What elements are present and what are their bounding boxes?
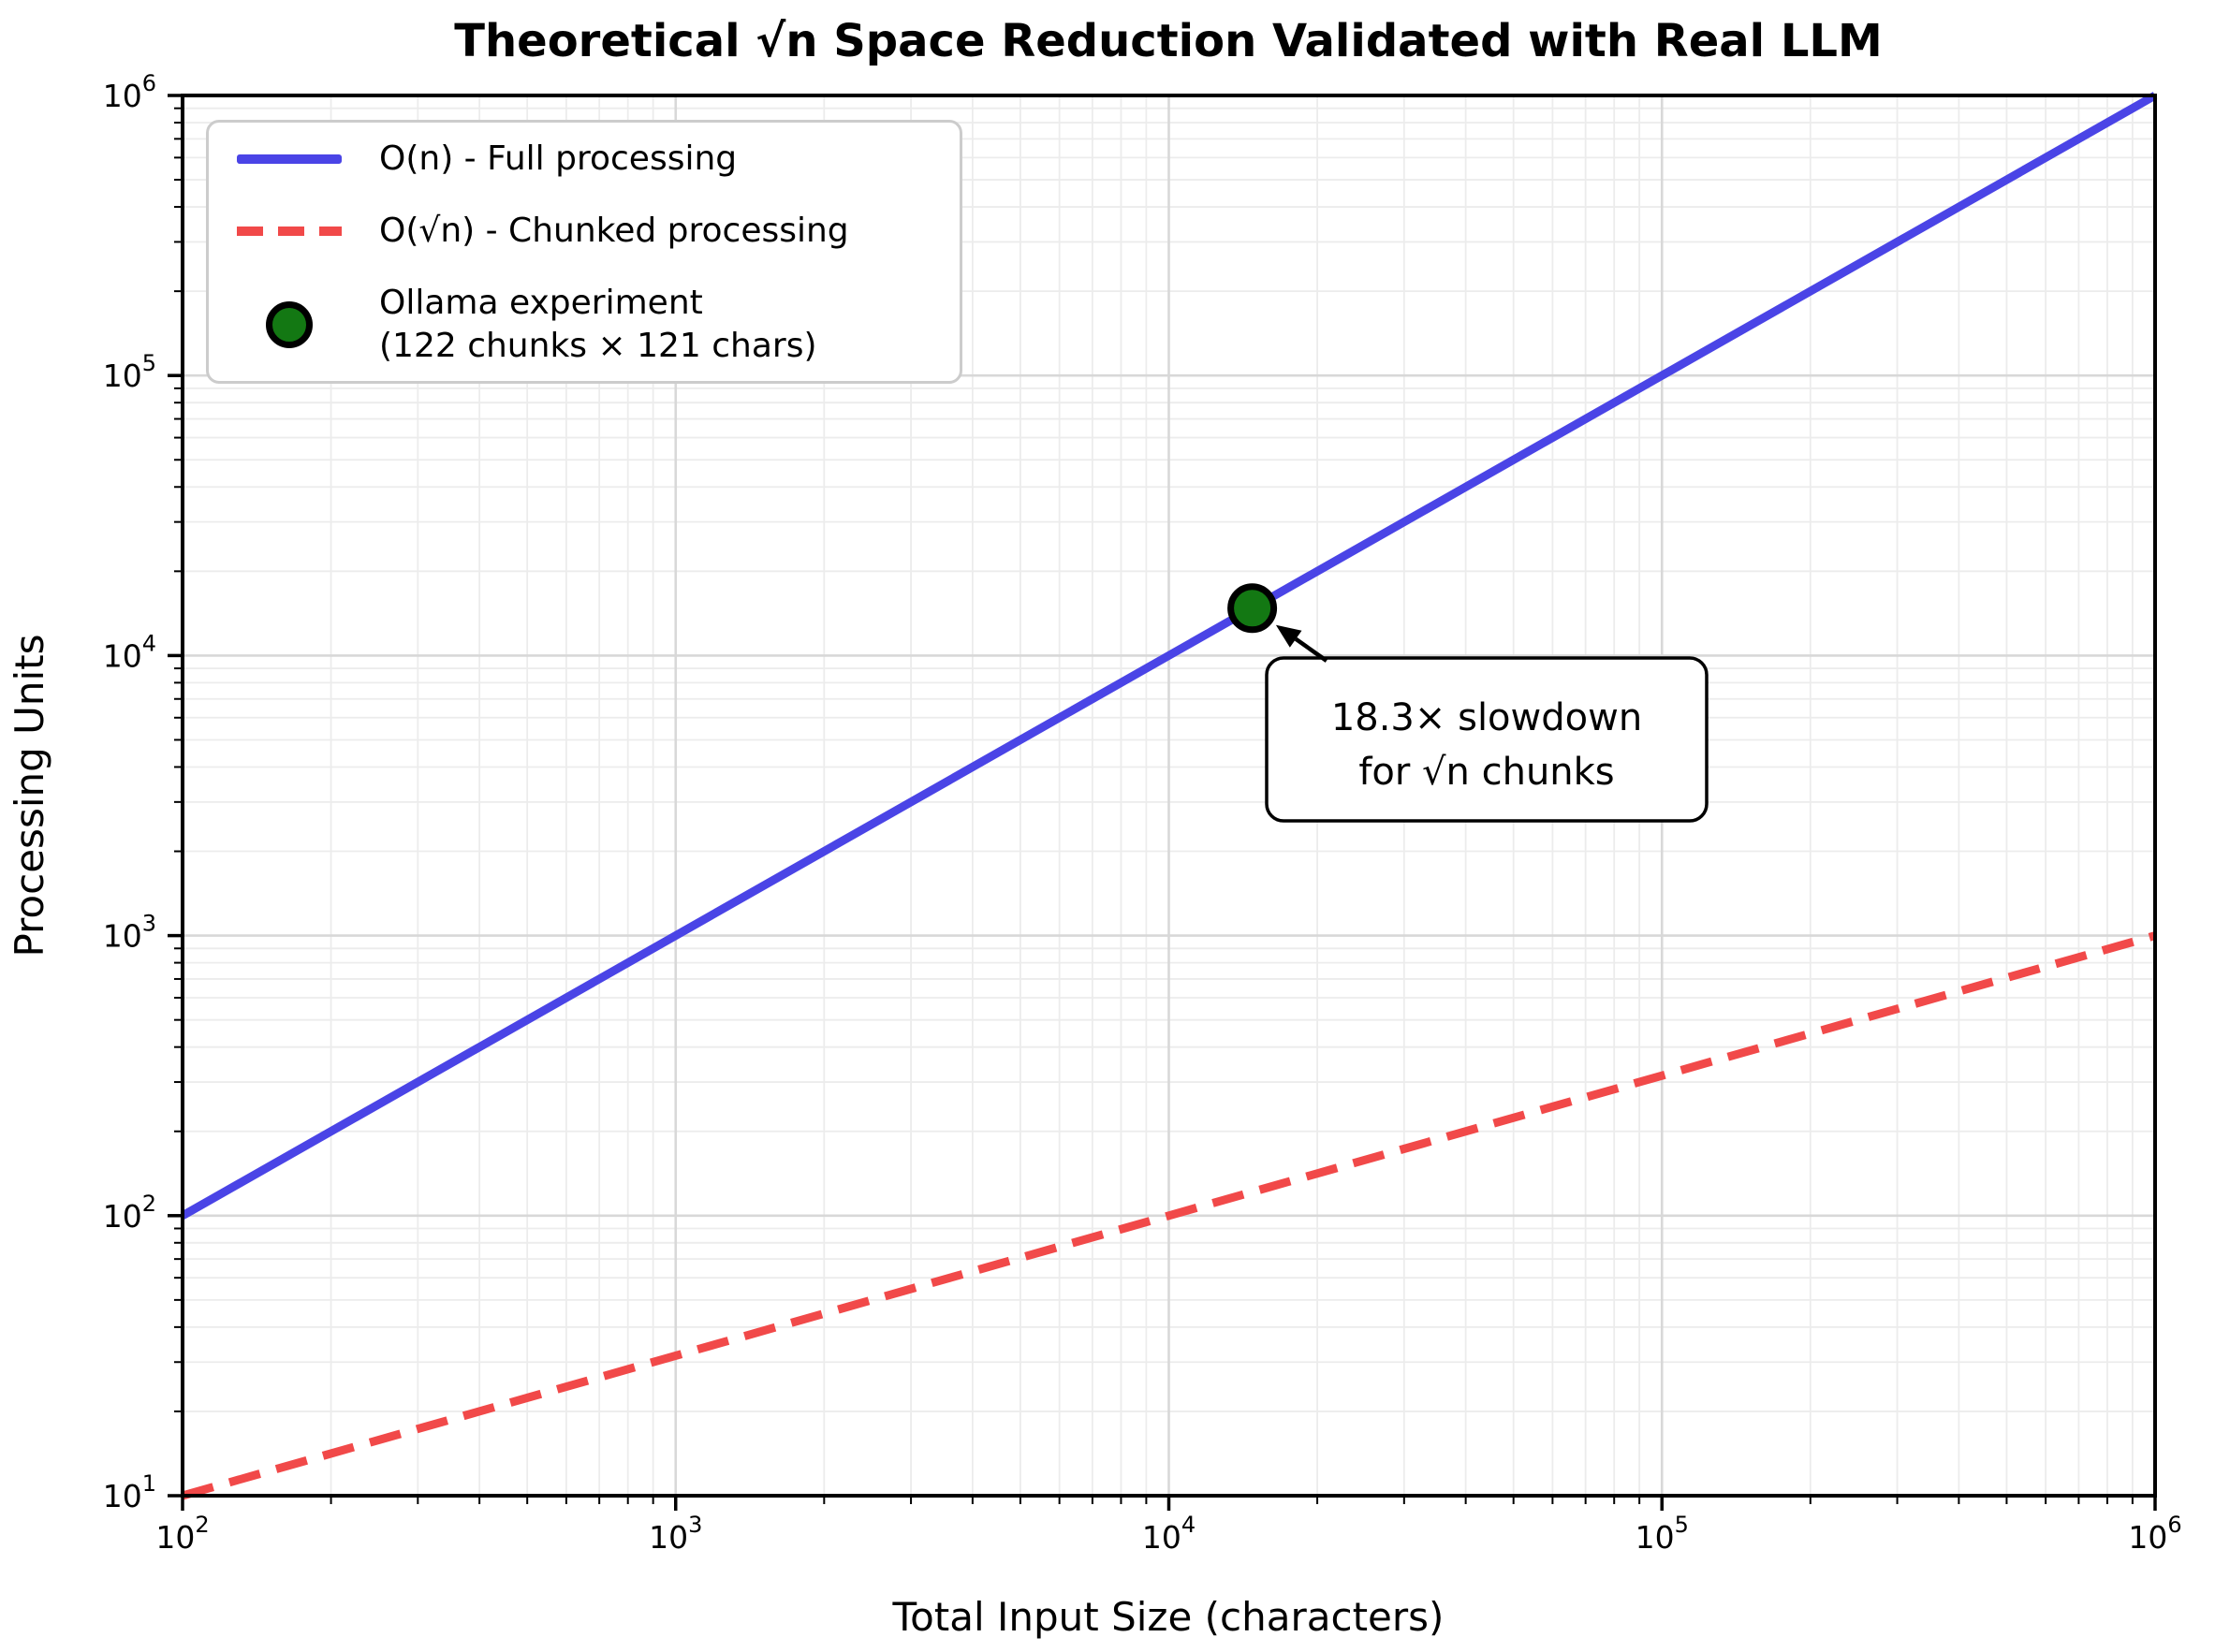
tick-exponent: 3: [142, 911, 156, 937]
y-tick-label: 104: [103, 630, 156, 674]
tick-exponent: 2: [142, 1191, 156, 1217]
legend-swatch-marker: [237, 300, 342, 348]
annotation-line-1: 18.3× slowdown: [1331, 696, 1642, 739]
legend-item-ollama-experiment: Ollama experiment (122 chunks × 121 chars…: [237, 282, 935, 368]
y-tick-label: 103: [103, 911, 156, 955]
solid-line-icon: [237, 154, 342, 165]
tick-exponent: 1: [142, 1470, 156, 1497]
x-tick-label: 104: [1142, 1512, 1196, 1556]
legend-label-chunked-processing: O(√n) - Chunked processing: [379, 211, 849, 250]
legend-label-ollama-experiment: Ollama experiment (122 chunks × 121 chars…: [379, 282, 817, 368]
tick-exponent: 6: [2167, 1512, 2181, 1538]
legend-swatch-dashed-line: [237, 226, 342, 236]
tick-exponent: 4: [1181, 1512, 1196, 1538]
legend: O(n) - Full processing O(√n) - Chunked p…: [206, 120, 962, 384]
chart-title: Theoretical √n Space Reduction Validated…: [454, 15, 1883, 67]
y-tick-label: 102: [103, 1191, 156, 1235]
y-tick-label: 106: [103, 70, 156, 114]
series-line-1: [181, 931, 2157, 1500]
x-tick-label: 103: [649, 1512, 702, 1556]
legend-swatch-solid-line: [237, 154, 342, 165]
annotation-arrow-shaft: [1294, 636, 1328, 663]
dashed-line-icon: [237, 226, 342, 236]
tick-exponent: 6: [142, 70, 156, 96]
x-axis-label: Total Input Size (characters): [892, 1594, 1445, 1640]
y-tick-label: 101: [103, 1470, 156, 1514]
legend-item-full-processing: O(n) - Full processing: [237, 138, 935, 181]
annotation-arrow-head: [1275, 624, 1302, 648]
tick-exponent: 2: [195, 1512, 209, 1538]
tick-exponent: 3: [688, 1512, 702, 1538]
legend-label-experiment-line1: Ollama experiment: [379, 283, 703, 322]
annotation-line-2: for √n chunks: [1358, 751, 1614, 794]
x-tick-label: 105: [1636, 1512, 1689, 1556]
annotation-callout: [1265, 624, 1709, 823]
x-tick-label: 102: [155, 1512, 209, 1556]
y-tick-label: 105: [103, 350, 156, 394]
y-axis-label: Processing Units: [7, 634, 52, 957]
x-tick-label: 106: [2128, 1512, 2181, 1556]
annotation-box: [1265, 656, 1709, 823]
legend-item-chunked-processing: O(√n) - Chunked processing: [237, 210, 935, 253]
experiment-dot-icon: [266, 300, 313, 348]
legend-label-experiment-line2: (122 chunks × 121 chars): [379, 326, 817, 365]
legend-label-full-processing: O(n) - Full processing: [379, 139, 738, 178]
experiment-marker: [1227, 583, 1278, 634]
tick-exponent: 4: [142, 630, 156, 656]
tick-exponent: 5: [142, 350, 156, 376]
tick-exponent: 5: [1675, 1512, 1689, 1538]
series-line-0: [180, 92, 2158, 1220]
axis-ticks: [168, 94, 2157, 1511]
